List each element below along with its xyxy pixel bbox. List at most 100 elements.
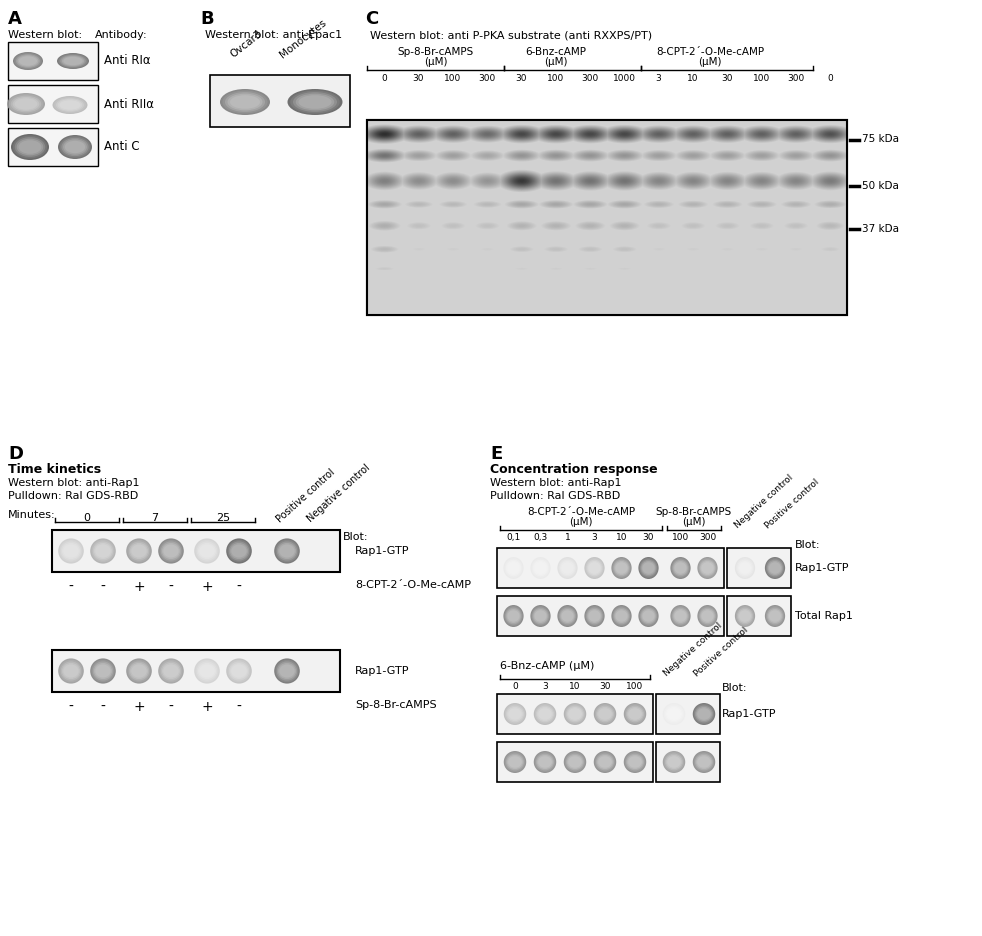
Ellipse shape <box>59 54 87 68</box>
Ellipse shape <box>230 543 248 559</box>
Text: +: + <box>201 580 213 594</box>
Ellipse shape <box>595 704 615 724</box>
Ellipse shape <box>671 557 690 579</box>
Ellipse shape <box>626 706 644 723</box>
Ellipse shape <box>625 704 645 724</box>
Ellipse shape <box>194 658 220 683</box>
Ellipse shape <box>129 541 149 561</box>
Ellipse shape <box>588 610 601 622</box>
Ellipse shape <box>194 538 220 563</box>
Text: Blot:: Blot: <box>795 540 821 550</box>
Ellipse shape <box>736 607 754 625</box>
Text: E: E <box>490 445 502 463</box>
Ellipse shape <box>508 563 519 574</box>
Ellipse shape <box>228 660 250 682</box>
Ellipse shape <box>62 138 88 156</box>
Ellipse shape <box>274 538 300 563</box>
Text: 100: 100 <box>752 74 770 83</box>
Text: Pulldown: Ral GDS-RBD: Pulldown: Ral GDS-RBD <box>490 491 621 501</box>
Ellipse shape <box>91 660 115 682</box>
Ellipse shape <box>566 706 584 723</box>
Text: -: - <box>69 700 74 714</box>
Ellipse shape <box>223 91 267 113</box>
Text: 1000: 1000 <box>613 74 635 83</box>
Ellipse shape <box>639 607 658 625</box>
Ellipse shape <box>698 607 717 625</box>
Ellipse shape <box>766 558 784 578</box>
Ellipse shape <box>736 560 753 577</box>
Ellipse shape <box>536 753 554 770</box>
Ellipse shape <box>562 610 573 622</box>
Ellipse shape <box>559 558 576 578</box>
Ellipse shape <box>701 563 714 574</box>
Ellipse shape <box>641 609 656 623</box>
Text: 3: 3 <box>542 682 548 691</box>
Text: Sp-8-Br-cAMPS: Sp-8-Br-cAMPS <box>656 507 733 517</box>
Ellipse shape <box>163 665 179 678</box>
Text: 0,1: 0,1 <box>507 533 520 542</box>
Ellipse shape <box>90 538 116 563</box>
Bar <box>8 128 98 166</box>
Ellipse shape <box>701 610 714 622</box>
Ellipse shape <box>673 607 688 624</box>
Ellipse shape <box>229 541 249 561</box>
Ellipse shape <box>585 558 604 578</box>
Text: 3: 3 <box>591 533 597 542</box>
Text: Monocytes: Monocytes <box>278 18 328 60</box>
Text: -: - <box>100 580 105 594</box>
Ellipse shape <box>692 751 715 773</box>
Ellipse shape <box>565 704 585 724</box>
Ellipse shape <box>195 540 219 563</box>
Ellipse shape <box>277 541 298 561</box>
Ellipse shape <box>675 563 686 574</box>
Ellipse shape <box>594 703 617 725</box>
Ellipse shape <box>129 662 149 680</box>
Ellipse shape <box>535 753 555 771</box>
Ellipse shape <box>293 92 337 112</box>
Ellipse shape <box>625 753 645 771</box>
Ellipse shape <box>132 665 146 678</box>
Text: Time kinetics: Time kinetics <box>8 463 101 476</box>
Ellipse shape <box>199 545 215 558</box>
Ellipse shape <box>228 540 250 563</box>
Ellipse shape <box>596 753 614 770</box>
Ellipse shape <box>695 753 713 770</box>
Ellipse shape <box>60 100 81 110</box>
Ellipse shape <box>538 756 552 768</box>
Ellipse shape <box>673 560 688 577</box>
Ellipse shape <box>530 605 551 627</box>
Bar <box>656 694 720 734</box>
Text: 300: 300 <box>787 74 804 83</box>
Ellipse shape <box>94 543 112 559</box>
Text: (μM): (μM) <box>698 57 722 67</box>
Text: Rap1-GTP: Rap1-GTP <box>795 563 849 573</box>
Text: Negative control: Negative control <box>733 473 795 530</box>
Ellipse shape <box>700 609 715 623</box>
Ellipse shape <box>674 561 687 575</box>
Ellipse shape <box>586 607 603 624</box>
Ellipse shape <box>196 662 217 680</box>
Ellipse shape <box>767 607 783 624</box>
Ellipse shape <box>198 663 216 679</box>
Ellipse shape <box>532 607 549 624</box>
Text: Rap1-GTP: Rap1-GTP <box>722 709 777 719</box>
Ellipse shape <box>60 540 82 563</box>
Text: 8-CPT-2´-O-Me-cAMP: 8-CPT-2´-O-Me-cAMP <box>527 507 635 517</box>
Ellipse shape <box>92 541 113 561</box>
Ellipse shape <box>90 658 116 683</box>
Ellipse shape <box>60 660 82 682</box>
Ellipse shape <box>735 605 755 627</box>
Ellipse shape <box>534 610 547 622</box>
Ellipse shape <box>612 557 631 579</box>
Ellipse shape <box>624 751 646 773</box>
Ellipse shape <box>769 610 781 622</box>
Ellipse shape <box>558 605 577 627</box>
Text: D: D <box>8 445 23 463</box>
Ellipse shape <box>91 540 115 563</box>
Ellipse shape <box>769 563 781 574</box>
Ellipse shape <box>613 607 630 625</box>
Ellipse shape <box>537 755 553 769</box>
Ellipse shape <box>60 55 85 67</box>
Ellipse shape <box>639 558 658 578</box>
Ellipse shape <box>765 605 786 627</box>
